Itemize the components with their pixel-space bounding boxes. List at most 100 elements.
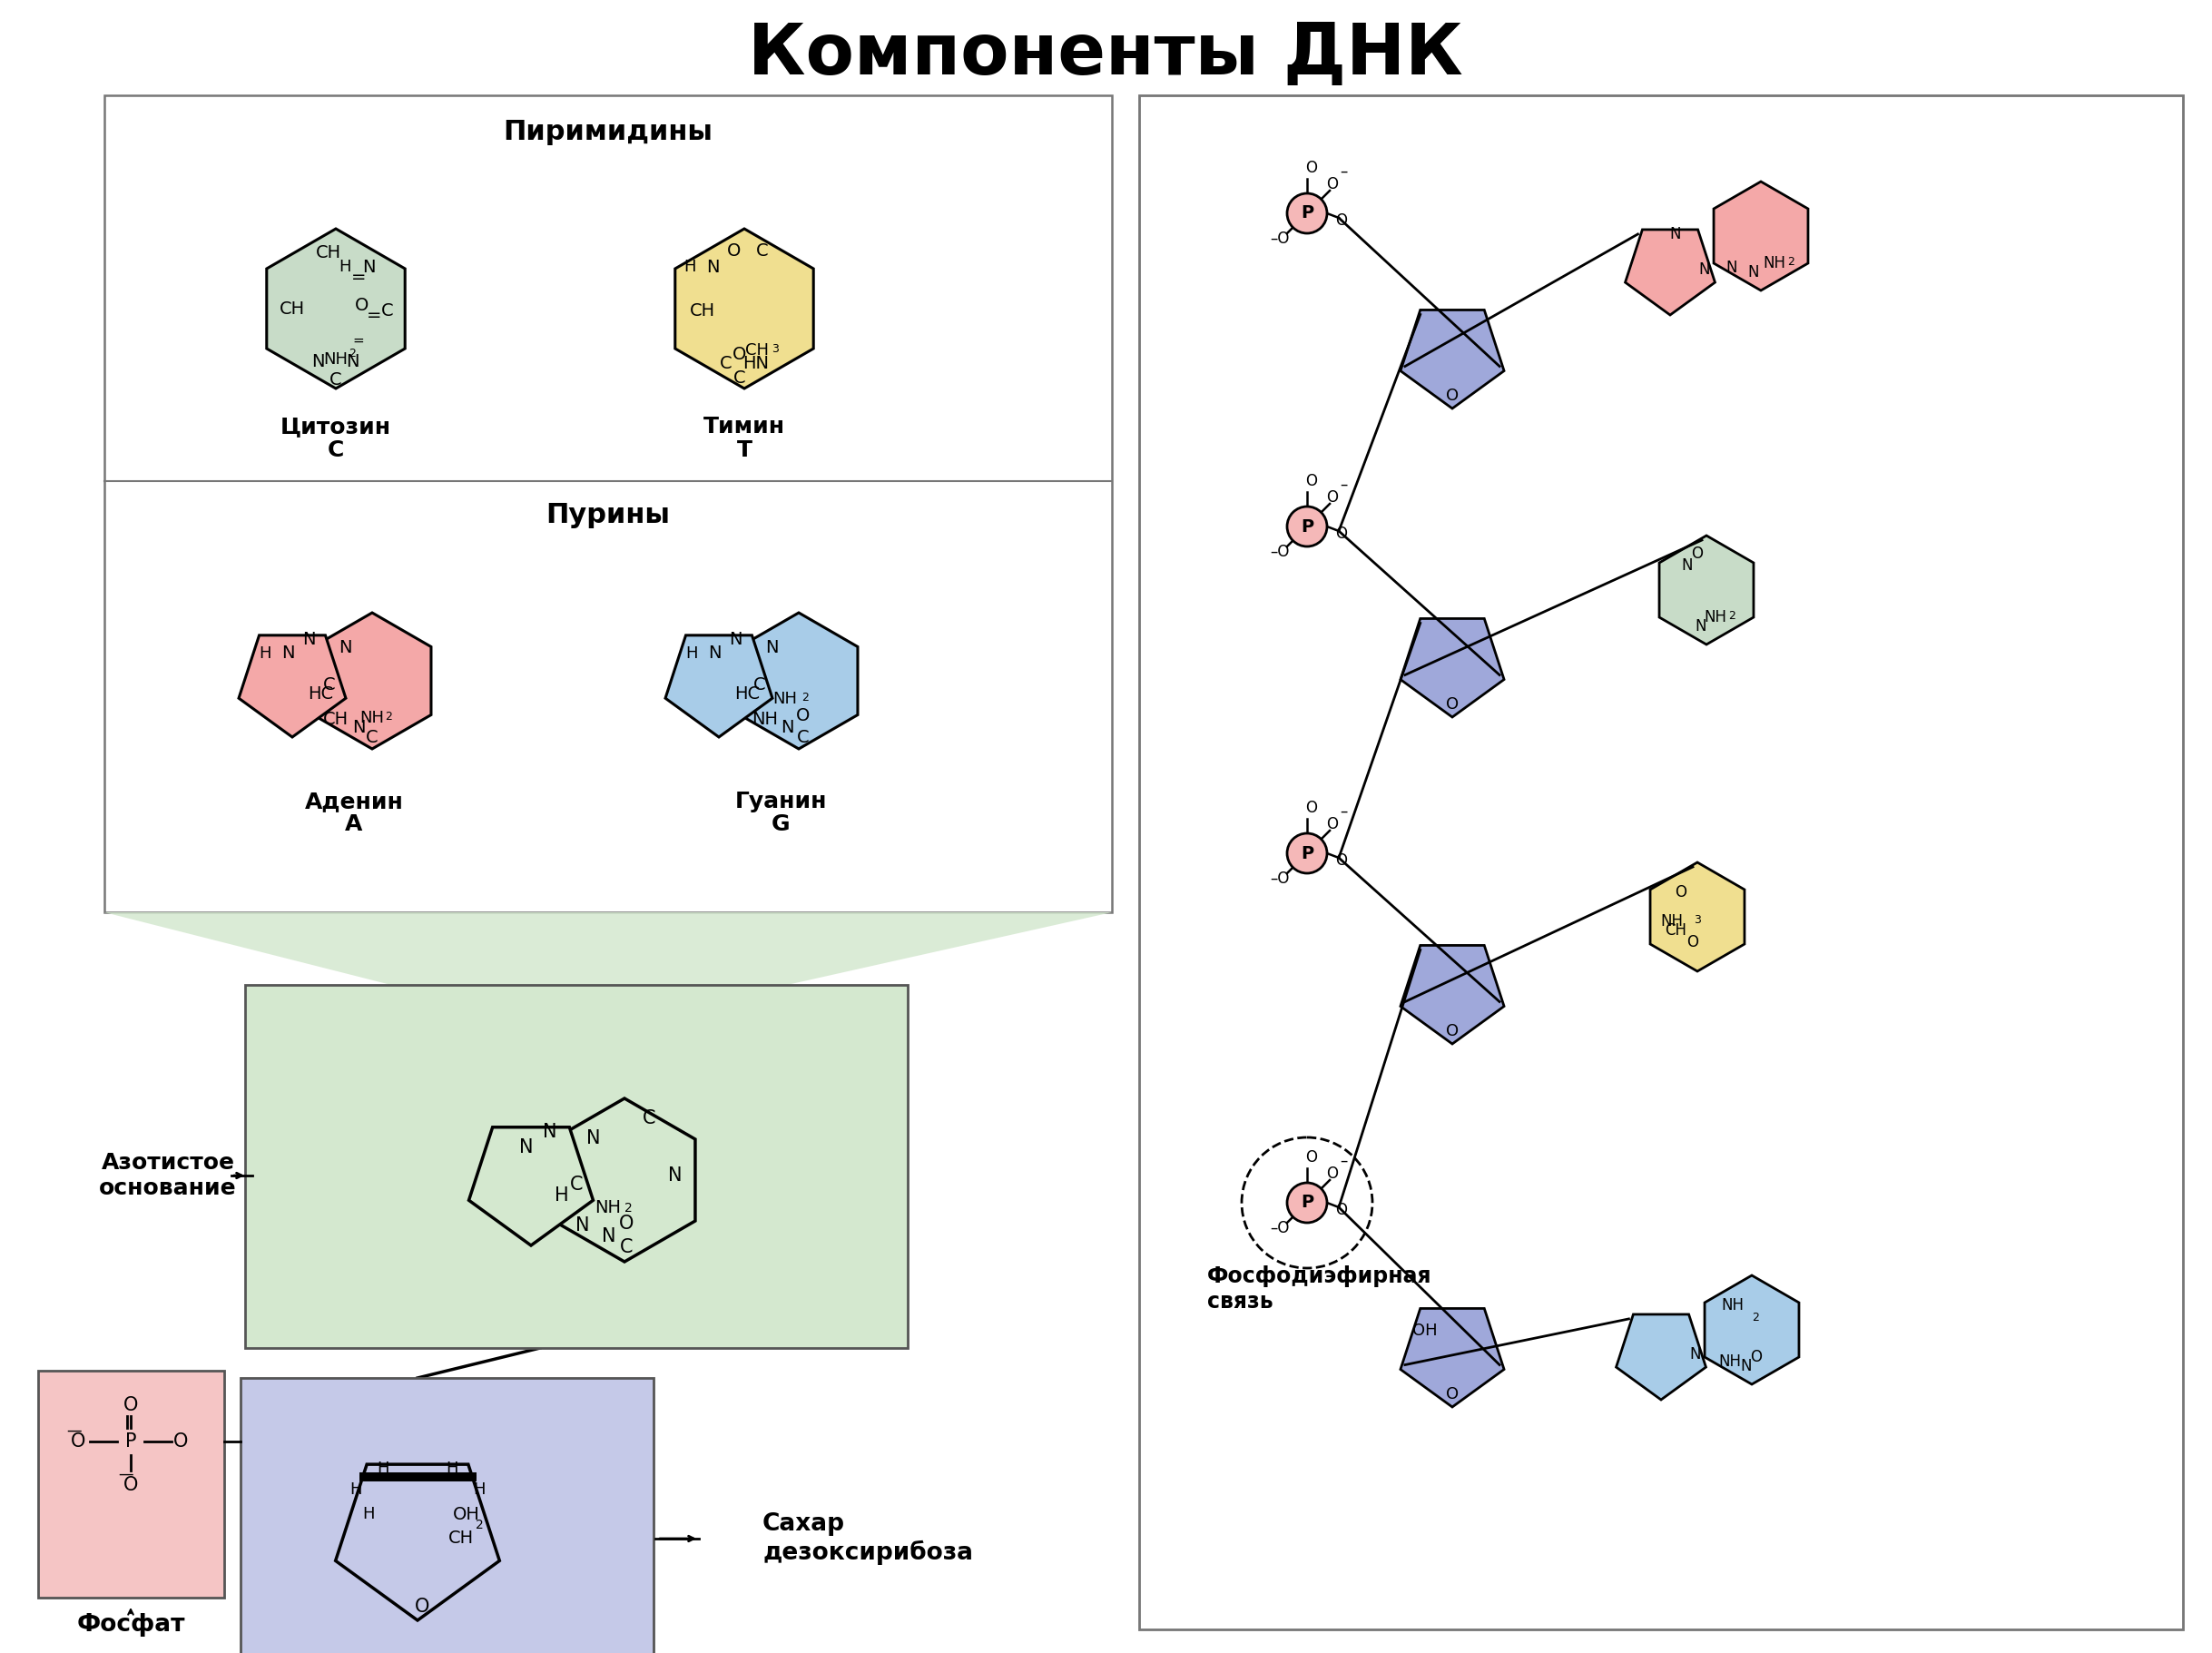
Text: C: C [719, 355, 732, 372]
Text: C: C [734, 369, 745, 387]
Text: N: N [338, 640, 352, 656]
Text: P: P [1301, 205, 1314, 222]
Text: O: O [124, 1397, 137, 1415]
Text: N: N [1694, 618, 1708, 635]
Text: O: O [1327, 817, 1338, 833]
Text: 2: 2 [385, 711, 392, 722]
Text: N: N [1699, 261, 1710, 278]
Text: 3: 3 [1694, 914, 1701, 926]
Text: H: H [684, 260, 697, 274]
Text: H: H [555, 1187, 568, 1205]
Text: OH: OH [453, 1506, 480, 1522]
Text: HC: HC [307, 684, 334, 703]
Text: –O: –O [1270, 871, 1290, 888]
Polygon shape [1400, 1309, 1504, 1407]
Text: O: O [1305, 160, 1318, 177]
Text: N: N [1681, 557, 1692, 574]
Text: N: N [1690, 1346, 1701, 1362]
Text: NH: NH [361, 709, 385, 726]
Polygon shape [739, 613, 858, 749]
Text: H: H [686, 645, 697, 661]
Text: O: O [1305, 800, 1318, 817]
Text: O: O [1327, 177, 1338, 192]
Bar [38, 1370, 223, 1598]
Text: O: O [1327, 489, 1338, 506]
Bar [104, 96, 1113, 912]
Text: N: N [352, 719, 365, 736]
Text: —: — [119, 1466, 133, 1483]
Text: C: C [619, 1238, 633, 1256]
Text: 3: 3 [772, 344, 779, 355]
Text: P: P [126, 1433, 137, 1451]
Text: O: O [619, 1215, 633, 1233]
Text: P: P [1301, 845, 1314, 861]
Text: H: H [376, 1461, 389, 1478]
Text: C: C [571, 1175, 584, 1193]
Text: –O: –O [1270, 1220, 1290, 1236]
Text: NH: NH [1719, 1354, 1741, 1370]
Polygon shape [268, 228, 405, 388]
Text: 2: 2 [1752, 1312, 1759, 1324]
Text: C: C [757, 241, 770, 260]
Text: –: – [1340, 476, 1347, 493]
Circle shape [1287, 1184, 1327, 1223]
Text: 2: 2 [624, 1202, 633, 1215]
Text: N: N [363, 258, 376, 276]
Text: 2: 2 [1787, 256, 1794, 268]
Text: =: = [352, 334, 365, 347]
Text: N: N [1741, 1359, 1752, 1374]
Text: O: O [1750, 1349, 1763, 1365]
Text: Фосфодиэфирная
связь: Фосфодиэфирная связь [1208, 1266, 1431, 1312]
Circle shape [1287, 506, 1327, 547]
Text: 2: 2 [1728, 610, 1736, 622]
Polygon shape [1626, 230, 1714, 316]
Text: CH: CH [1666, 922, 1686, 939]
Text: H: H [363, 1506, 374, 1522]
Text: C: C [365, 729, 378, 747]
Text: NH: NH [595, 1198, 622, 1217]
Polygon shape [1400, 618, 1504, 717]
Text: O: O [796, 707, 810, 724]
Text: NH: NH [1703, 608, 1728, 625]
Text: O: O [124, 1476, 137, 1494]
Text: N: N [730, 631, 743, 648]
Text: –: – [1340, 803, 1347, 820]
Bar [246, 985, 907, 1347]
Text: H: H [259, 645, 272, 661]
Text: Тимин: Тимин [703, 417, 785, 438]
Text: –O: –O [1270, 544, 1290, 560]
Bar [1139, 96, 2183, 1630]
Text: C: C [330, 370, 343, 388]
Circle shape [1287, 193, 1327, 233]
Polygon shape [1400, 311, 1504, 408]
Text: Пиримидины: Пиримидины [504, 119, 712, 145]
Text: H: H [338, 260, 352, 274]
Text: O: O [71, 1433, 86, 1451]
Text: O: O [1447, 1023, 1458, 1040]
Text: N: N [668, 1167, 681, 1185]
Text: N: N [542, 1122, 557, 1141]
Text: C: C [323, 676, 336, 694]
Text: Гуанин: Гуанин [734, 790, 827, 812]
Circle shape [1287, 833, 1327, 873]
Text: O: O [354, 296, 369, 314]
Polygon shape [666, 635, 772, 737]
Text: CH: CH [449, 1529, 473, 1547]
Text: T: T [737, 440, 752, 461]
Text: O: O [414, 1598, 429, 1615]
Text: Цитозин: Цитозин [281, 417, 392, 438]
Text: O: O [732, 345, 748, 362]
Text: O: O [1327, 1165, 1338, 1182]
Text: =: = [367, 307, 383, 324]
Text: NH: NH [1763, 255, 1785, 271]
Text: O: O [1447, 387, 1458, 403]
Text: OH: OH [1411, 1322, 1438, 1339]
Text: H: H [473, 1481, 484, 1498]
Text: N: N [575, 1217, 591, 1235]
Text: N: N [1747, 264, 1759, 281]
Text: O: O [1336, 1202, 1347, 1218]
Text: C: C [641, 1109, 655, 1127]
Text: C: C [754, 676, 765, 694]
Text: C: C [796, 729, 810, 747]
Text: H: H [349, 1481, 363, 1498]
